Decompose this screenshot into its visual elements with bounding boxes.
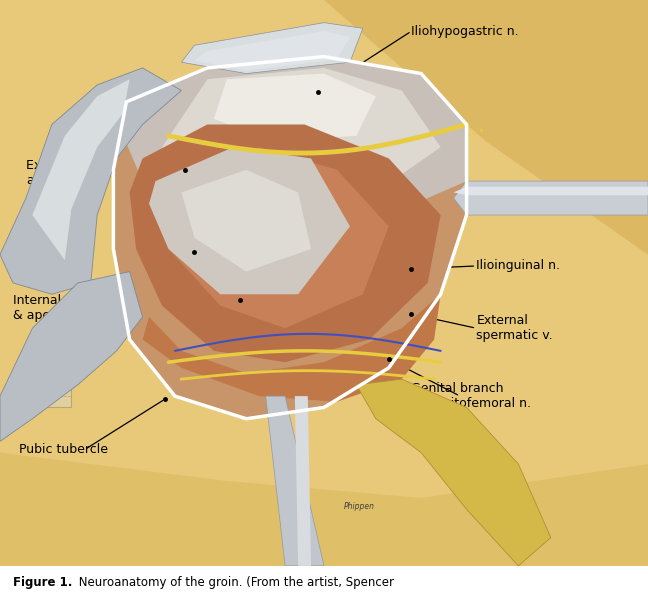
Text: External
spermatic v.: External spermatic v. bbox=[476, 314, 553, 342]
Polygon shape bbox=[123, 57, 467, 226]
Polygon shape bbox=[194, 31, 350, 71]
Text: Genital branch
of genitofemoral n.: Genital branch of genitofemoral n. bbox=[411, 382, 531, 410]
Polygon shape bbox=[143, 294, 441, 402]
Text: Figure 1.: Figure 1. bbox=[13, 576, 73, 589]
Polygon shape bbox=[214, 73, 376, 141]
Polygon shape bbox=[324, 0, 648, 255]
Polygon shape bbox=[149, 147, 350, 294]
Polygon shape bbox=[454, 181, 648, 215]
Text: Neuroanatomy of the groin. (From the artist, Spencer: Neuroanatomy of the groin. (From the art… bbox=[75, 576, 393, 589]
Text: Pubic tubercle: Pubic tubercle bbox=[19, 444, 108, 456]
Polygon shape bbox=[0, 272, 143, 441]
Polygon shape bbox=[0, 68, 181, 294]
Polygon shape bbox=[181, 170, 311, 272]
Polygon shape bbox=[266, 396, 324, 566]
Text: Iliohypogastric n.: Iliohypogastric n. bbox=[411, 25, 519, 37]
Polygon shape bbox=[454, 187, 648, 195]
Polygon shape bbox=[36, 351, 71, 408]
Polygon shape bbox=[0, 453, 648, 566]
Polygon shape bbox=[162, 68, 441, 203]
Text: Internal oblique m.
& aponeurosis: Internal oblique m. & aponeurosis bbox=[13, 294, 132, 323]
Polygon shape bbox=[181, 23, 363, 73]
Polygon shape bbox=[130, 125, 441, 362]
Polygon shape bbox=[356, 379, 551, 566]
Polygon shape bbox=[295, 396, 311, 566]
Text: Phippen: Phippen bbox=[343, 502, 375, 511]
Text: External oblique
aponeurosis: External oblique aponeurosis bbox=[26, 158, 128, 187]
Polygon shape bbox=[32, 79, 130, 260]
Text: Ilioinguinal n.: Ilioinguinal n. bbox=[476, 259, 561, 273]
Polygon shape bbox=[113, 57, 467, 419]
Polygon shape bbox=[0, 0, 648, 566]
Polygon shape bbox=[156, 147, 389, 328]
